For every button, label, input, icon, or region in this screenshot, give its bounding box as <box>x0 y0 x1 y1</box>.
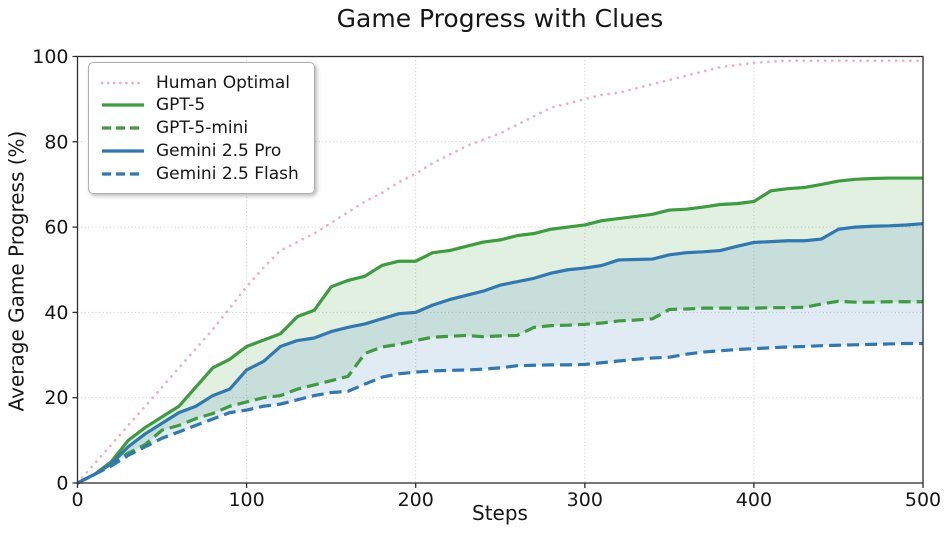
y-tick-label: 20 <box>44 387 68 409</box>
chart-title: Game Progress with Clues <box>336 4 664 33</box>
x-tick-label: 400 <box>736 489 772 511</box>
legend-label: GPT-5-mini <box>156 118 249 138</box>
legend-item-human-optimal: Human Optimal <box>100 72 299 93</box>
legend-label: GPT-5 <box>156 95 206 116</box>
y-axis-label: Average Game Progress (%) <box>4 130 29 412</box>
legend-swatch-solid-line <box>102 103 144 107</box>
series-line-gemini-2-5-pro <box>76 222 924 485</box>
fill-between-GPT-5-and-GPT-5-mini <box>77 178 923 484</box>
y-tick-label: 0 <box>56 473 68 495</box>
y-tick-label: 80 <box>44 131 68 153</box>
series-line-human-optimal <box>76 59 925 485</box>
legend: Human Optimal GPT-5 GPT-5-mini Gemini 2.… <box>88 62 315 194</box>
x-tick-label: 100 <box>228 489 264 511</box>
legend-item-gpt-5: GPT-5 <box>100 95 299 116</box>
series-line-gpt-5-mini <box>76 299 923 485</box>
legend-item-gemini-2-5-pro: Gemini 2.5 Pro <box>100 140 299 161</box>
legend-label: Gemini 2.5 Flash <box>156 163 299 184</box>
x-tick-label: 500 <box>905 489 941 511</box>
legend-item-gpt-5-mini: GPT-5-mini <box>100 118 299 139</box>
y-tick-label: 100 <box>32 46 68 68</box>
y-tick-label: 40 <box>44 302 68 324</box>
axes-spines <box>76 55 924 484</box>
y-tick-label: 60 <box>44 217 68 239</box>
series-line-gpt-5 <box>76 176 923 485</box>
fill-between-Gemini 2.5 Pro-and-Gemini 2.5 Flash <box>77 223 923 484</box>
x-tick-label: 0 <box>71 489 83 511</box>
legend-swatch-dashed-line <box>102 126 144 130</box>
legend-label: Human Optimal <box>156 72 290 93</box>
legend-label: Gemini 2.5 Pro <box>156 140 282 161</box>
legend-item-gemini-2-5-flash: Gemini 2.5 Flash <box>100 163 299 184</box>
series-line-gemini-2-5-flash <box>76 341 923 485</box>
legend-swatch-dotted-line <box>100 81 146 84</box>
legend-swatch-solid-line <box>102 149 144 153</box>
x-tick-label: 200 <box>398 489 434 511</box>
x-tick-label: 300 <box>567 489 603 511</box>
legend-swatch-dashed-line <box>102 171 144 176</box>
x-axis-label: Steps <box>472 501 528 525</box>
